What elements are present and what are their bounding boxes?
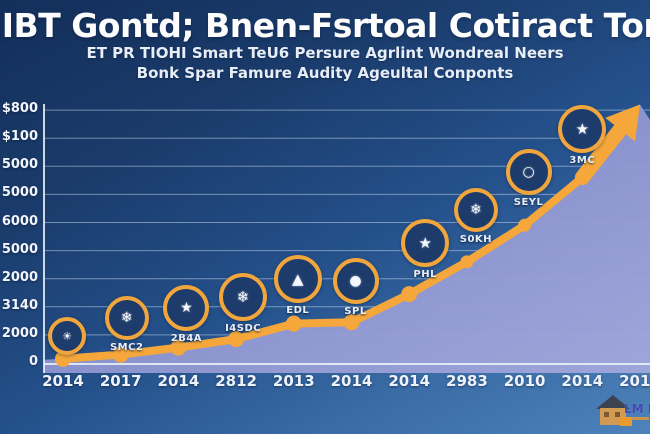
x-tick-label: 2014 xyxy=(42,372,84,390)
x-tick-label: 2014 xyxy=(388,372,431,390)
y-tick-label: 2000 xyxy=(1,325,38,341)
x-tick-label: 2014 xyxy=(561,372,604,390)
trend-line-layer xyxy=(55,104,640,367)
snowflake-icon: ❄ xyxy=(470,202,482,218)
star-icon: ★ xyxy=(180,300,193,316)
subtitle-line-1: ET PR TIOHI Smart TeU6 Persure Agrlint W… xyxy=(86,44,564,62)
badge-label: SEYL xyxy=(513,197,544,208)
y-tick-label: 3140 xyxy=(1,297,38,313)
y-tick-label: $800 xyxy=(1,101,38,117)
snowflake-icon: ❄ xyxy=(120,310,133,326)
data-point-marker xyxy=(228,331,245,348)
data-point-marker xyxy=(575,171,589,185)
badge-label: 2B4A xyxy=(170,333,203,344)
axes-layer xyxy=(43,104,650,373)
data-point-marker xyxy=(460,255,474,269)
badge-label: I4SDC xyxy=(225,323,262,334)
data-point-marker xyxy=(343,314,360,331)
package-icon xyxy=(620,417,632,426)
trend-arrow-shaft xyxy=(574,122,628,186)
x-tick-label: 2010 xyxy=(503,372,546,390)
data-point-marker xyxy=(401,286,418,303)
y-tick-label: 5000 xyxy=(1,241,38,257)
y-tick-label: 5000 xyxy=(1,157,38,173)
milestone-badge: ❄ xyxy=(104,296,149,340)
milestone-badge: ○ xyxy=(505,149,552,195)
x-tick-label: 2014 xyxy=(330,372,373,390)
y-tick-label: 5000 xyxy=(1,185,38,201)
area-fill-layer xyxy=(44,104,650,373)
x-tick-label: 2014 xyxy=(157,372,200,390)
snowflake-icon: ❄ xyxy=(236,287,250,306)
trend-line xyxy=(59,173,587,363)
subtitle-line-2: Bonk Spar Famure Audity Ageultal Conpont… xyxy=(136,64,514,82)
x-tick-label: 2983 xyxy=(446,372,488,390)
data-point-marker xyxy=(285,315,302,332)
milestone-badge: ▲ xyxy=(273,255,322,303)
badge-label: EDL xyxy=(286,305,310,316)
badge-label: 3MC xyxy=(569,155,596,166)
milestone-badge: ❄ xyxy=(219,273,268,321)
milestone-badge: ★ xyxy=(401,219,450,267)
ring-icon: ○ xyxy=(522,164,535,180)
x-tick-label: 2812 xyxy=(215,372,257,390)
logo-text: LM N xyxy=(624,402,650,416)
badge-label: SPL xyxy=(344,306,367,317)
brand-logo: LM N xyxy=(596,393,650,433)
star-icon: ★ xyxy=(418,233,432,252)
badge-label: PHL xyxy=(413,269,437,280)
y-tick-label: 0 xyxy=(28,354,38,369)
milestone-badge: ☀ xyxy=(48,317,86,355)
milestone-badge: ❄ xyxy=(453,188,498,232)
logo-subtext-bar xyxy=(625,417,649,420)
sun-icon: ☀ xyxy=(62,329,72,343)
y-tick-label: 2000 xyxy=(1,269,38,285)
data-point-marker xyxy=(518,218,532,232)
data-point-marker xyxy=(170,339,187,356)
milestone-badge: ★ xyxy=(558,105,607,153)
badge-label: S0KH xyxy=(459,234,493,245)
star-icon: ★ xyxy=(575,119,590,138)
trend-area xyxy=(44,104,650,373)
x-tick-label: 2017 xyxy=(99,372,142,390)
x-tick-label: 2015 xyxy=(619,372,650,390)
data-point-marker xyxy=(112,346,129,363)
page-title: IIBT Gontd; Bnen-Fsrtoal Cotiract Tontbo… xyxy=(0,6,650,45)
y-tick-label: 6000 xyxy=(1,213,38,229)
milestone-badge: ● xyxy=(332,258,379,304)
sail-icon: ▲ xyxy=(292,269,304,288)
badge-label: SMC2 xyxy=(109,342,144,353)
x-tick-label: 2013 xyxy=(272,372,315,390)
milestone-badge: ★ xyxy=(163,285,210,331)
y-tick-label: $100 xyxy=(1,129,38,145)
trend-arrowhead xyxy=(605,104,640,142)
home-icon xyxy=(596,395,632,427)
dot-icon: ● xyxy=(349,273,362,289)
